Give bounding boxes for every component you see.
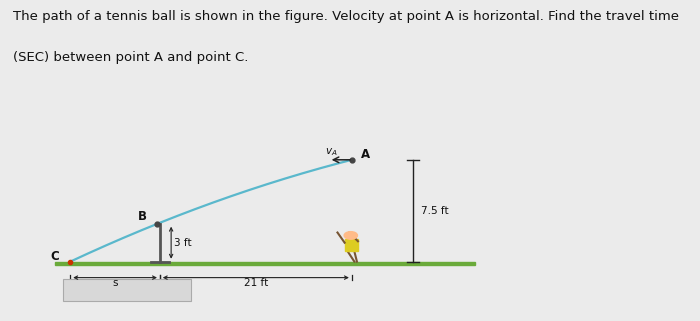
Circle shape [344,232,358,239]
Text: The path of a tennis ball is shown in the figure. Velocity at point A is horizon: The path of a tennis ball is shown in th… [13,10,678,22]
Text: 21 ft: 21 ft [244,278,268,288]
Text: C: C [51,250,60,263]
Text: 3 ft: 3 ft [174,238,192,247]
Text: A: A [361,148,370,161]
Text: s: s [112,278,118,288]
Bar [344,239,358,251]
Text: (SEC) between point A and point C.: (SEC) between point A and point C. [13,51,248,64]
Text: B: B [138,210,147,223]
Text: 7.5 ft: 7.5 ft [421,206,449,216]
Bar [62,279,190,301]
Text: $v_A$: $v_A$ [326,147,338,158]
Bar [55,262,475,265]
